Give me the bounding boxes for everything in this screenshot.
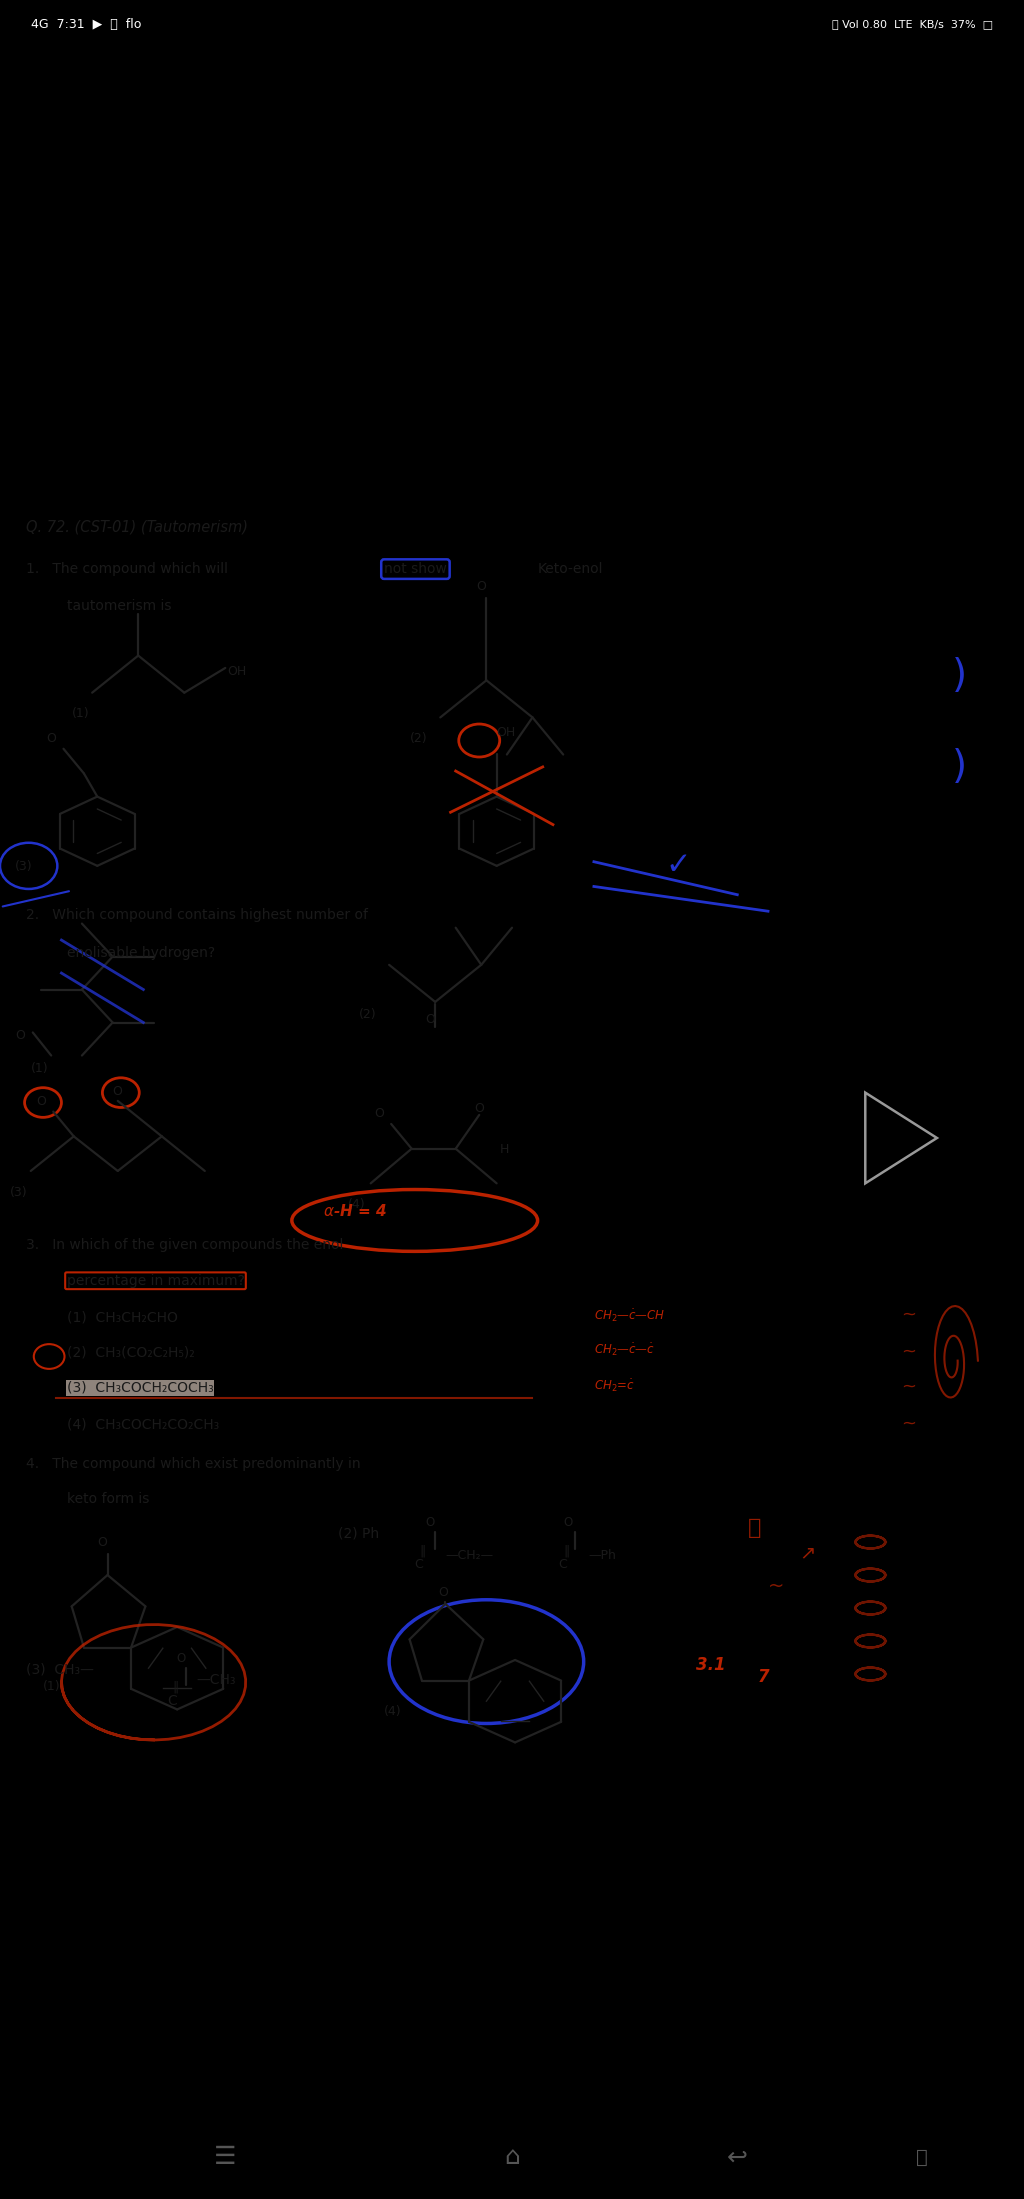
- Text: ↩: ↩: [727, 2146, 748, 2168]
- Text: O: O: [46, 732, 56, 745]
- Text: —Ph: —Ph: [589, 1548, 616, 1561]
- Text: (2)  CH₃(CO₂C₂H₅)₂: (2) CH₃(CO₂C₂H₅)₂: [67, 1346, 195, 1359]
- Text: O: O: [15, 1029, 26, 1042]
- Text: ~: ~: [901, 1414, 916, 1432]
- Text: (2): (2): [410, 732, 427, 745]
- Text: 4.   The compound which exist predominantly in: 4. The compound which exist predominantl…: [26, 1456, 360, 1471]
- Text: OH: OH: [497, 726, 516, 739]
- Text: ): ): [952, 658, 968, 695]
- Text: —CH₂—: —CH₂—: [445, 1548, 494, 1561]
- Text: (3): (3): [15, 860, 33, 873]
- Text: (1): (1): [72, 708, 89, 721]
- Text: C: C: [167, 1693, 177, 1709]
- Text: ✓: ✓: [666, 851, 691, 880]
- Text: 3.   In which of the given compounds the enol: 3. In which of the given compounds the e…: [26, 1238, 343, 1251]
- Text: ⌂: ⌂: [504, 2146, 520, 2168]
- Text: Q. 72. (CST-01) (Tautomerism): Q. 72. (CST-01) (Tautomerism): [26, 519, 248, 534]
- Text: (3): (3): [10, 1185, 28, 1198]
- Text: ↗: ↗: [799, 1544, 815, 1563]
- Text: ‖: ‖: [420, 1544, 426, 1557]
- Text: $CH_2$—$\dot{c}$—$\dot{c}$: $CH_2$—$\dot{c}$—$\dot{c}$: [594, 1341, 654, 1359]
- Text: 2.   Which compound contains highest number of: 2. Which compound contains highest numbe…: [26, 908, 368, 921]
- Text: ఇ: ఇ: [748, 1517, 761, 1537]
- Text: O: O: [563, 1515, 572, 1528]
- Text: enolisable hydrogen?: enolisable hydrogen?: [67, 946, 215, 959]
- Text: (3)  CH₃COCH₂COCH₃: (3) CH₃COCH₂COCH₃: [67, 1381, 213, 1394]
- Text: O: O: [113, 1084, 123, 1097]
- Text: ~: ~: [901, 1306, 916, 1324]
- Text: 🔊 Vol 0.80  LTE  KB/s  37%  □: 🔊 Vol 0.80 LTE KB/s 37% □: [833, 20, 993, 29]
- Text: O: O: [474, 1102, 484, 1115]
- Text: 1.   The compound which will: 1. The compound which will: [26, 563, 227, 576]
- Text: (1)  CH₃CH₂CHO: (1) CH₃CH₂CHO: [67, 1311, 177, 1324]
- Text: ~: ~: [768, 1577, 784, 1596]
- Text: (2): (2): [358, 1009, 376, 1020]
- Text: O: O: [374, 1108, 384, 1119]
- Text: O: O: [425, 1012, 435, 1025]
- Text: (1): (1): [31, 1062, 48, 1075]
- Text: (3)  CH₃—: (3) CH₃—: [26, 1662, 93, 1678]
- Text: ‖: ‖: [563, 1544, 569, 1557]
- Text: tautomerism is: tautomerism is: [67, 598, 171, 614]
- Text: (4): (4): [348, 1198, 366, 1212]
- Text: not show: not show: [384, 563, 446, 576]
- Text: $\alpha$-H = 4: $\alpha$-H = 4: [323, 1203, 387, 1218]
- Text: $CH_2$=$\dot{c}$: $CH_2$=$\dot{c}$: [594, 1377, 635, 1394]
- Text: percentage in maximum?: percentage in maximum?: [67, 1273, 245, 1289]
- Text: $CH_2$—$\dot{c}$—$CH$: $CH_2$—$\dot{c}$—$CH$: [594, 1306, 666, 1324]
- Text: keto form is: keto form is: [67, 1493, 148, 1506]
- Text: H: H: [500, 1143, 509, 1157]
- Text: (1): (1): [43, 1680, 60, 1693]
- Text: O: O: [438, 1585, 449, 1599]
- Text: ~: ~: [901, 1344, 916, 1361]
- Text: 4G  7:31  ▶  📷  flo: 4G 7:31 ▶ 📷 flo: [31, 18, 141, 31]
- Text: (2) Ph: (2) Ph: [338, 1526, 379, 1541]
- Text: OH: OH: [227, 664, 247, 677]
- Text: ~: ~: [901, 1379, 916, 1396]
- Text: 🚶: 🚶: [915, 2148, 928, 2166]
- Text: Keto-enol: Keto-enol: [538, 563, 603, 576]
- Text: O: O: [425, 1515, 434, 1528]
- Text: ): ): [952, 748, 968, 785]
- Text: ☰: ☰: [214, 2146, 237, 2168]
- Text: O: O: [176, 1651, 185, 1665]
- Text: C: C: [415, 1559, 424, 1572]
- Text: 3.1: 3.1: [696, 1656, 726, 1673]
- Text: (4): (4): [384, 1704, 401, 1717]
- Text: —CH₃: —CH₃: [197, 1673, 237, 1687]
- Text: O: O: [36, 1095, 46, 1108]
- Text: C: C: [558, 1559, 567, 1572]
- Text: O: O: [476, 581, 486, 592]
- Text: (4)  CH₃COCH₂CO₂CH₃: (4) CH₃COCH₂CO₂CH₃: [67, 1416, 219, 1432]
- Text: O: O: [97, 1537, 108, 1548]
- Text: ‖: ‖: [172, 1680, 178, 1693]
- Text: 7: 7: [758, 1669, 769, 1687]
